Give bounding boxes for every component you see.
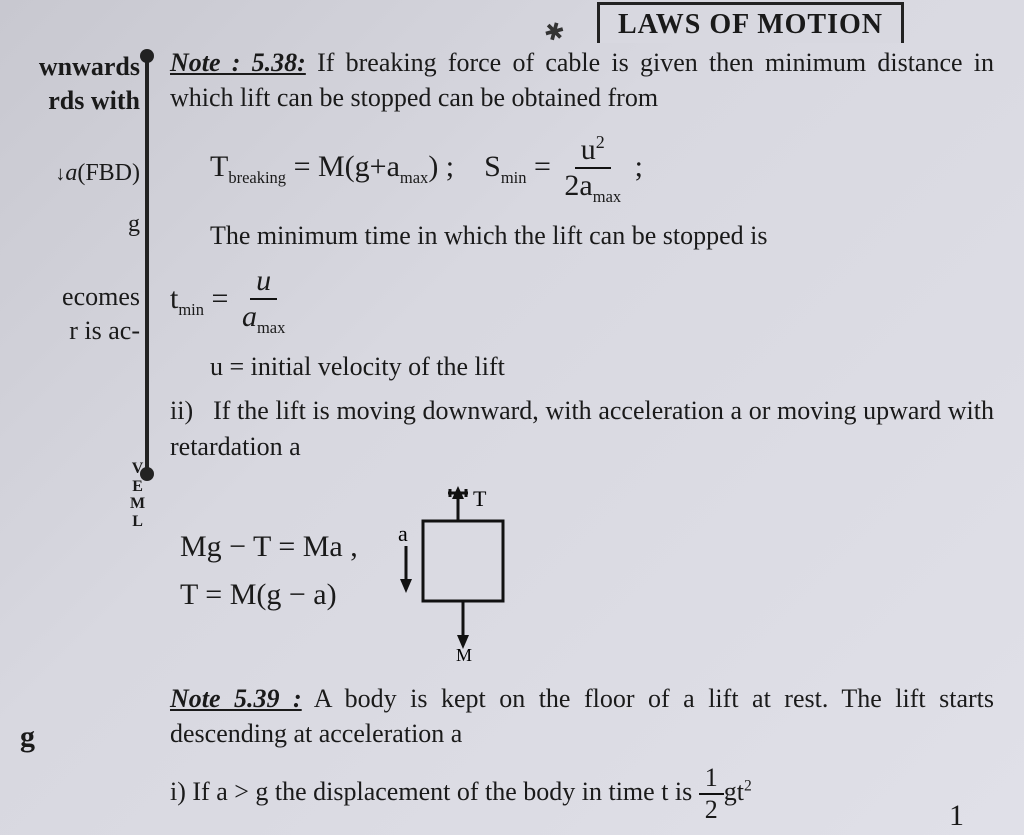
equation-stack: Mg − T = Ma , T = M(g − a) (180, 523, 358, 619)
2a: 2a (564, 169, 592, 202)
bottom-fragment: 1 (949, 799, 964, 833)
sq: 2 (596, 132, 605, 152)
item-i-text: i) If a > g the displacement of the body… (170, 777, 699, 806)
a: a (242, 300, 257, 333)
down-arrow-icon: ↓ (55, 161, 65, 187)
sub-max: max (593, 187, 621, 206)
note-label: Note : 5.38: (170, 48, 306, 77)
gt: gt (724, 777, 744, 806)
fraction-half: 1 2 (699, 765, 724, 823)
case-equations-row: Mg − T = Ma , T = M(g − a) T a M (180, 481, 994, 661)
u: u (256, 264, 271, 297)
case-num: ii) (170, 396, 193, 425)
close: ) ; (428, 150, 454, 183)
den: 2 (699, 795, 724, 823)
note-539: Note 5.39 : A body is kept on the floor … (170, 681, 994, 751)
margin-ecomes: ecomes r is ac- (0, 280, 140, 348)
case-ii: ii) If the lift is moving downward, with… (170, 393, 994, 466)
sub-min: min (178, 300, 204, 319)
fbd-a: a (65, 160, 77, 186)
u: u (581, 133, 596, 166)
eq-part: = M(g+a (286, 150, 400, 183)
text: ecomes (62, 282, 140, 311)
u-definition: u = initial velocity of the lift (210, 349, 994, 385)
numerator: u (250, 266, 277, 300)
S: S (484, 150, 501, 183)
T: T (210, 150, 228, 183)
text: rds with (48, 86, 140, 115)
denominator: amax (236, 300, 291, 337)
fbd-label: (FBD) (77, 160, 140, 186)
text: g (128, 211, 140, 237)
margin-fbd: ↓a(FBD) (0, 158, 140, 189)
a-label: a (398, 521, 408, 546)
fraction: u2 2amax (558, 133, 627, 206)
min-time-text: The minimum time in which the lift can b… (210, 218, 994, 254)
main-content: Note : 5.38: If breaking force of cable … (170, 45, 994, 831)
T-label: T (473, 486, 487, 511)
page: ✱ LAWS OF MOTION wnwards rds with ↓a(FBD… (0, 0, 1024, 835)
text: r is ac- (69, 316, 140, 345)
formula-smin: Smin = u2 2amax ; (484, 133, 643, 206)
formula-tbreaking: Tbreaking = M(g+amax) ; (210, 150, 454, 188)
note-label: Note 5.39 : (170, 684, 302, 713)
M-label: M (456, 645, 472, 661)
semi: ; (627, 150, 643, 183)
eq-line1: Mg − T = Ma , (180, 523, 358, 571)
eq-line2: T = M(g − a) (180, 571, 358, 619)
text: wnwards (39, 52, 140, 81)
note-538: Note : 5.38: If breaking force of cable … (170, 45, 994, 115)
sub-min: min (501, 168, 527, 187)
l: L (130, 513, 145, 531)
num: 1 (699, 765, 724, 795)
denominator: 2amax (558, 169, 627, 206)
margin-g: g (0, 209, 140, 240)
vertical-divider (145, 55, 149, 475)
m: M (130, 495, 145, 513)
fraction: u amax (236, 266, 291, 337)
tmin-formula: tmin = u amax (170, 266, 994, 337)
formula-row: Tbreaking = M(g+amax) ; Smin = u2 2amax … (210, 133, 994, 206)
numerator: u2 (575, 133, 611, 169)
sub-max: max (257, 318, 285, 337)
left-margin-column: wnwards rds with ↓a(FBD) g ecomes r is a… (0, 50, 140, 388)
case-text: If the lift is moving downward, with acc… (170, 396, 994, 461)
fbd-diagram: T a M (378, 481, 538, 661)
sub-breaking: breaking (228, 168, 286, 187)
margin-text-wnwards: wnwards rds with (0, 50, 140, 118)
item-i: i) If a > g the displacement of the body… (170, 765, 994, 823)
chapter-banner: LAWS OF MOTION (597, 2, 904, 43)
eq: = (204, 282, 236, 315)
sq: 2 (744, 777, 752, 794)
margin-g-big: g (20, 720, 35, 754)
sub-max: max (400, 168, 428, 187)
